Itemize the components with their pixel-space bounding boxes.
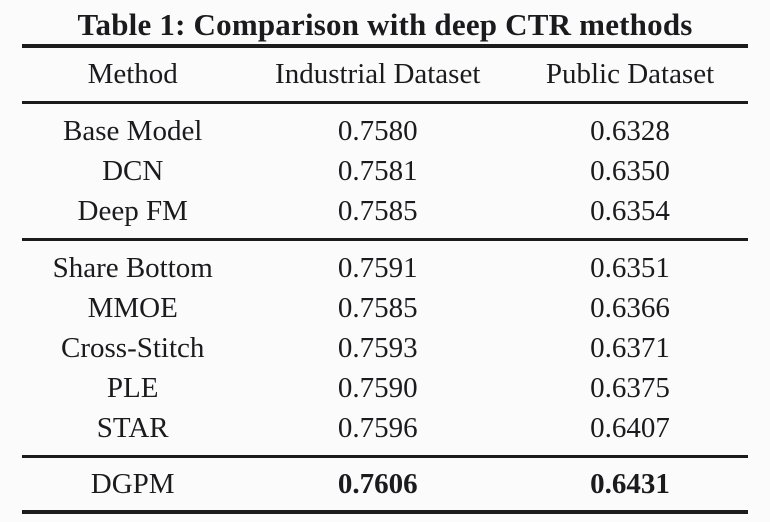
bottom-rule <box>22 510 748 514</box>
industrial-value-cell: 0.7585 <box>337 195 418 227</box>
industrial-value-cell: 0.7590 <box>337 372 418 404</box>
group-separator-rule <box>22 238 748 241</box>
public-value-cell: 0.6375 <box>590 372 670 404</box>
public-value-cell: 0.6351 <box>590 252 670 284</box>
col-header-public-dataset: Public Dataset <box>545 58 715 90</box>
method-cell: Base Model <box>63 115 203 147</box>
table-row-base-model: Base Model 0.7580 0.6328 <box>22 111 748 151</box>
public-value-cell: 0.6371 <box>590 332 670 364</box>
table-row-deep-fm: Deep FM 0.7585 0.6354 <box>22 191 748 231</box>
table-row-ple: PLE 0.7590 0.6375 <box>22 368 748 408</box>
header-row: Method Industrial Dataset Public Dataset <box>22 48 748 101</box>
table-container: Table 1: Comparison with deep CTR method… <box>22 0 748 514</box>
col-header-industrial-dataset: Industrial Dataset <box>275 58 481 90</box>
method-cell: Deep FM <box>77 195 188 227</box>
single-task-group: Base Model 0.7580 0.6328 DCN 0.7581 0.63… <box>22 104 748 238</box>
method-cell: MMOE <box>87 292 178 324</box>
method-cell: PLE <box>106 372 159 404</box>
table-row-dcn: DCN 0.7581 0.6350 <box>22 151 748 191</box>
method-cell: DCN <box>102 155 164 187</box>
top-rule <box>22 44 748 48</box>
multi-task-group: Share Bottom 0.7591 0.6351 MMOE 0.7585 0… <box>22 241 748 455</box>
table-row-cross-stitch: Cross-Stitch 0.7593 0.6371 <box>22 328 748 368</box>
method-cell: Cross-Stitch <box>61 332 205 364</box>
public-value-cell: 0.6328 <box>590 115 670 147</box>
method-cell: Share Bottom <box>52 252 213 284</box>
table-caption: Table 1: Comparison with deep CTR method… <box>77 7 693 42</box>
group-separator-rule <box>22 455 748 458</box>
table-row-dgpm: DGPM 0.7606 0.6431 <box>22 464 748 504</box>
method-cell: STAR <box>96 412 169 444</box>
public-value-cell: 0.6431 <box>590 468 670 500</box>
table-row-share-bottom: Share Bottom 0.7591 0.6351 <box>22 248 748 288</box>
table-row-mmoe: MMOE 0.7585 0.6366 <box>22 288 748 328</box>
public-value-cell: 0.6407 <box>590 412 670 444</box>
industrial-value-cell: 0.7591 <box>337 252 418 284</box>
industrial-value-cell: 0.7606 <box>337 468 418 500</box>
public-value-cell: 0.6354 <box>590 195 670 227</box>
header-rule <box>22 101 748 104</box>
public-value-cell: 0.6350 <box>590 155 670 187</box>
industrial-value-cell: 0.7593 <box>337 332 418 364</box>
proposed-method-group: DGPM 0.7606 0.6431 <box>22 458 748 510</box>
public-value-cell: 0.6366 <box>590 292 670 324</box>
col-header-method: Method <box>87 58 178 90</box>
industrial-value-cell: 0.7580 <box>337 115 418 147</box>
industrial-value-cell: 0.7585 <box>337 292 418 324</box>
table-row-star: STAR 0.7596 0.6407 <box>22 408 748 448</box>
industrial-value-cell: 0.7581 <box>337 155 418 187</box>
method-cell: DGPM <box>90 468 175 500</box>
industrial-value-cell: 0.7596 <box>337 412 418 444</box>
